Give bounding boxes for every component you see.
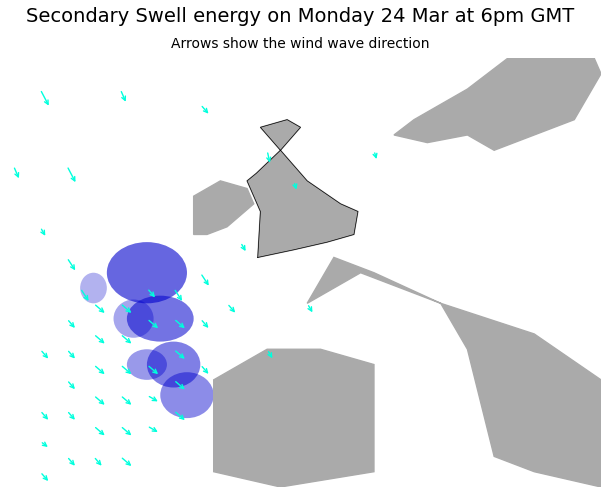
Ellipse shape [147, 341, 200, 388]
Polygon shape [307, 258, 601, 487]
Ellipse shape [114, 300, 154, 338]
Polygon shape [214, 349, 374, 487]
Ellipse shape [127, 349, 167, 380]
Polygon shape [247, 120, 358, 258]
Polygon shape [394, 28, 601, 150]
Text: Arrows show the wind wave direction: Arrows show the wind wave direction [171, 37, 430, 51]
Ellipse shape [80, 273, 107, 303]
Text: Secondary Swell energy on Monday 24 Mar at 6pm GMT: Secondary Swell energy on Monday 24 Mar … [26, 7, 575, 26]
Ellipse shape [127, 296, 194, 341]
Polygon shape [194, 181, 254, 234]
Ellipse shape [107, 242, 187, 303]
Ellipse shape [160, 372, 214, 418]
